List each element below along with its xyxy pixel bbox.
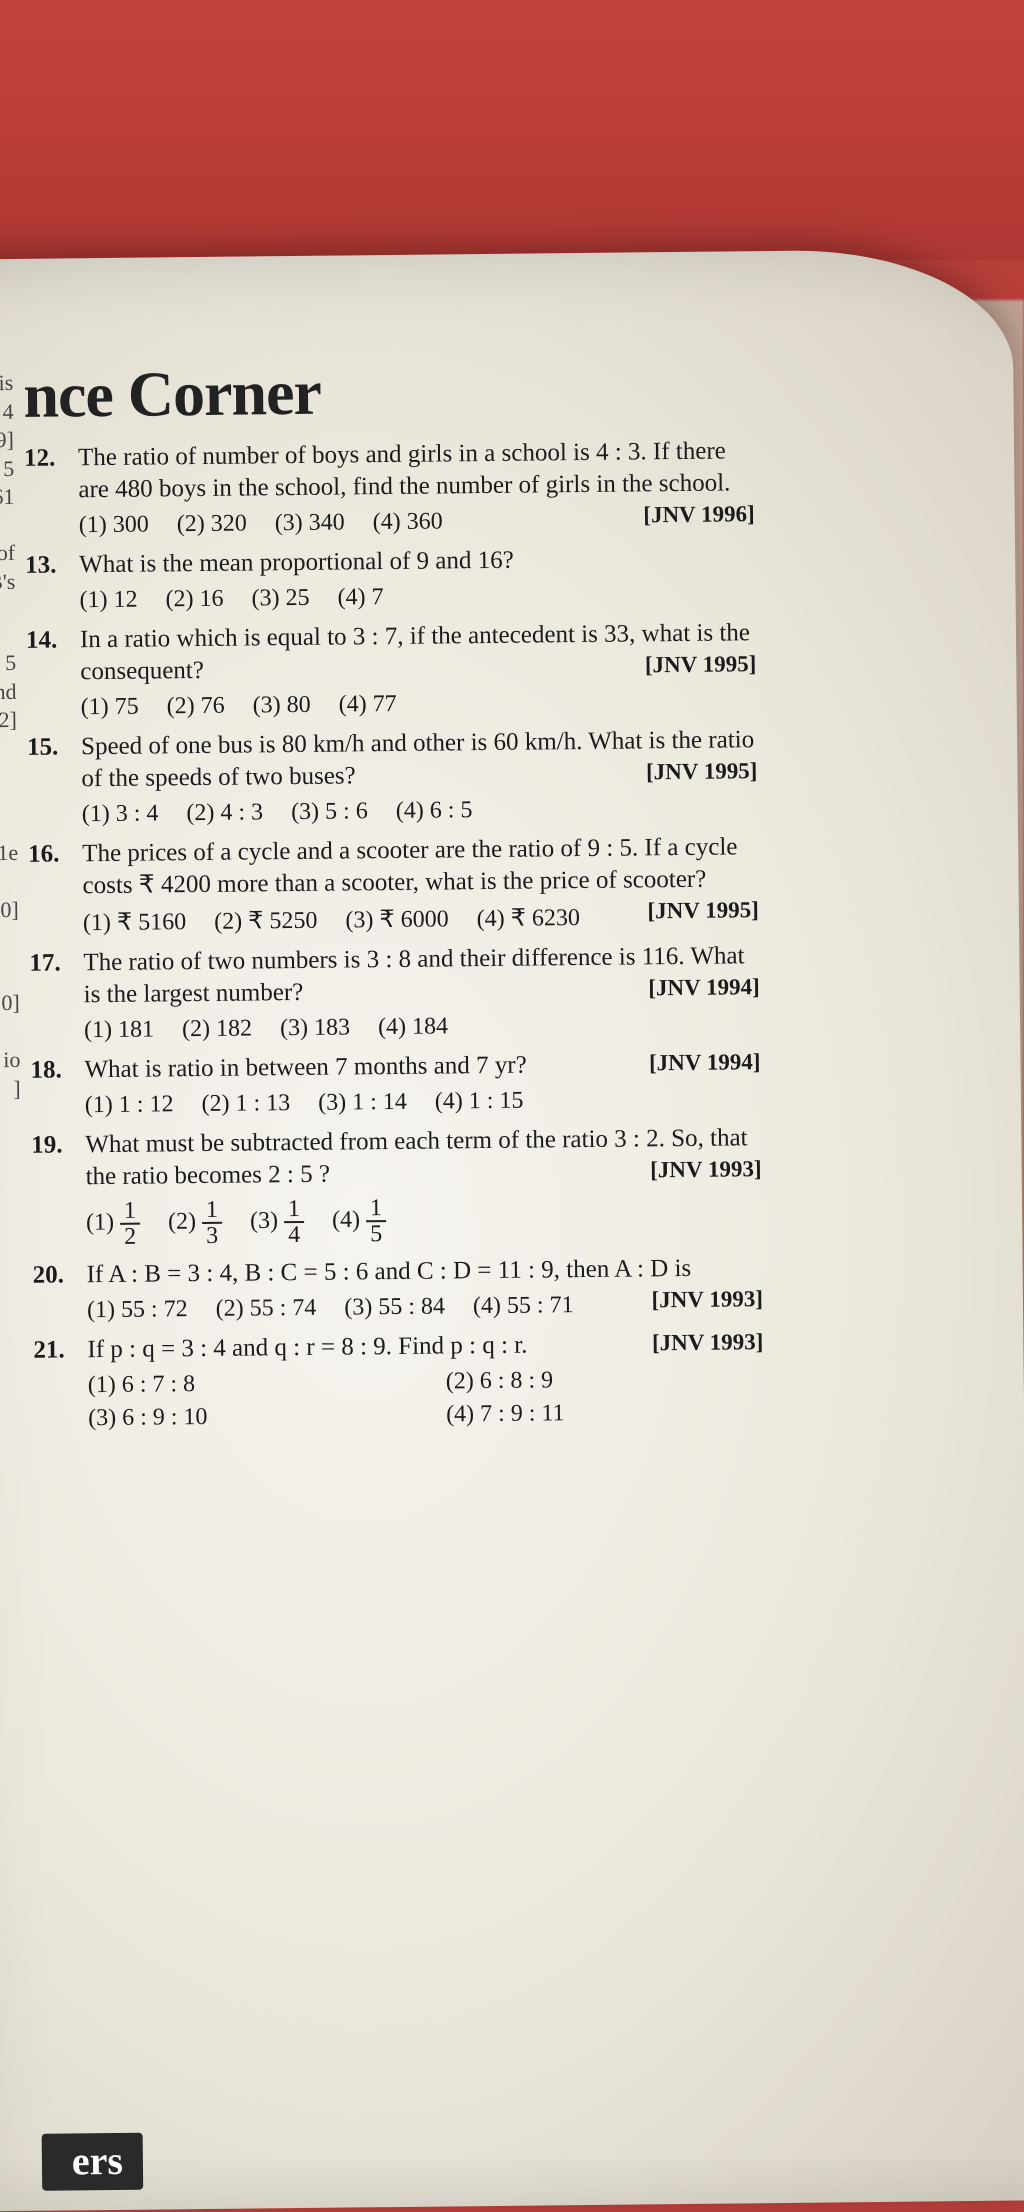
question: 17. The ratio of two numbers is 3 : 8 and… — [29, 940, 760, 1012]
question-text: The ratio of two numbers is 3 : 8 and th… — [83, 942, 744, 1008]
option: (4) 360 — [373, 508, 443, 536]
option: (4) 7 — [337, 584, 383, 611]
option: (2) 182 — [182, 1015, 252, 1043]
options-row: (1) 12 (2) 16 (3) 25 (4) 7 — [25, 580, 755, 615]
option: (3) 340 — [275, 509, 345, 537]
option: (2) ₹ 5250 — [214, 906, 318, 936]
question-text: What is ratio in between 7 months and 7 … — [84, 1052, 527, 1084]
question-number: 13. — [25, 550, 57, 582]
option: (1) 1 : 12 — [85, 1091, 174, 1119]
option: (4) 15 — [332, 1196, 387, 1247]
option: (1) ₹ 5160 — [83, 907, 187, 937]
option: (1) 6 : 7 : 8 — [88, 1369, 406, 1399]
question-number: 16. — [28, 838, 60, 870]
source-tag: [JNV 1993] — [652, 1327, 764, 1358]
option: (2) 16 — [165, 586, 223, 614]
option: (3) 6 : 9 : 10 — [88, 1402, 406, 1432]
option: (3) 80 — [253, 692, 311, 720]
margin-fragment: 0]io] — [0, 989, 21, 1104]
source-tag: [JNV 1993] — [651, 1284, 763, 1315]
question: 15.Speed of one bus is 80 km/h and other… — [27, 724, 758, 796]
option: (2) 1 : 13 — [201, 1090, 290, 1118]
options-row: (1) 300 (2) 320 (3) 340 (4) 360 — [25, 506, 636, 539]
option: (1) 181 — [84, 1017, 154, 1045]
question-number: 12. — [24, 443, 56, 475]
option: (3) 14 — [250, 1197, 305, 1248]
question-text: If p : q = 3 : 4 and q : r = 8 : 9. Find… — [87, 1332, 527, 1364]
footer-tab-ers: ers — [42, 2133, 144, 2191]
option: (3) ₹ 6000 — [345, 904, 449, 934]
question-number: 20. — [32, 1259, 64, 1291]
option: (1) 55 : 72 — [87, 1296, 188, 1324]
desk-surface — [0, 0, 1024, 260]
option: (4) 55 : 71 — [473, 1292, 574, 1320]
option: (3) 25 — [251, 585, 309, 613]
options-row: (1) ₹ 5160 (2) ₹ 5250 (3) ₹ 6000 (4) ₹ 6230 — [29, 902, 640, 937]
question: 14.In a ratio which is equal to 3 : 7, i… — [26, 617, 757, 689]
option: (2) 6 : 8 : 9 — [446, 1365, 764, 1395]
option: (4) 77 — [338, 691, 396, 719]
options-row: (1) 12 (2) 13 (3) 14 (4) 15 — [32, 1192, 762, 1250]
question-number: 18. — [30, 1054, 62, 1086]
question-text: The prices of a cycle and a scooter are … — [82, 833, 737, 899]
source-tag: [JNV 1996] — [643, 499, 755, 530]
option: (3) 1 : 14 — [318, 1089, 407, 1117]
question-text: What must be subtracted from each term o… — [85, 1124, 748, 1190]
option: (1) 75 — [81, 694, 139, 722]
question-number: 21. — [33, 1334, 65, 1366]
question: 12. The ratio of number of boys and girls… — [24, 435, 755, 507]
source-tag: [JNV 1994] — [649, 1047, 761, 1078]
option: (2) 4 : 3 — [186, 799, 263, 827]
question: 16. The prices of a cycle and a scooter a… — [28, 831, 759, 903]
margin-fragment: 5nd12] — [0, 649, 17, 736]
question-number: 19. — [31, 1129, 63, 1161]
option: (1) 300 — [79, 512, 149, 540]
option: (4) 184 — [378, 1013, 448, 1041]
option: (2) 13 — [168, 1198, 223, 1249]
source-tag: [JNV 1995] — [647, 895, 759, 926]
option: (1) 12 — [79, 587, 137, 615]
options-grid: (1) 6 : 7 : 8 (2) 6 : 8 : 9 (3) 6 : 9 : 10… — [34, 1365, 765, 1433]
option: (4) ₹ 6230 — [477, 903, 581, 933]
question: 18. What is ratio in between 7 months and… — [30, 1047, 760, 1087]
question: 13. What is the mean proportional of 9 an… — [25, 542, 755, 582]
question: 20. If A : B = 3 : 4, B : C = 5 : 6 and C… — [32, 1252, 762, 1292]
option: (4) 7 : 9 : 11 — [446, 1398, 764, 1428]
options-row: (1) 181 (2) 182 (3) 183 (4) 184 — [30, 1010, 760, 1045]
options-row: (1) 55 : 72 (2) 55 : 74 (3) 55 : 84 (4) 55 … — [33, 1291, 644, 1324]
question-text: The ratio of number of boys and girls in… — [78, 437, 731, 503]
option: (3) 55 : 84 — [344, 1293, 445, 1321]
question-number: 14. — [26, 625, 58, 657]
source-tag: [JNV 1995] — [645, 649, 757, 680]
option: (3) 5 : 6 — [291, 798, 368, 826]
options-row: (1) 1 : 12 (2) 1 : 13 (3) 1 : 14 (4) 1 : 15 — [31, 1085, 761, 1120]
margin-fragment: 1e0] — [0, 839, 19, 926]
source-tag: [JNV 1993] — [650, 1154, 762, 1185]
options-row: (1) 75 (2) 76 (3) 80 (4) 77 — [27, 687, 757, 722]
source-tag: [JNV 1995] — [646, 756, 758, 787]
margin-fragment: ofB's — [0, 539, 16, 597]
question-number: 15. — [27, 731, 59, 763]
section-heading: nce Corner — [23, 351, 754, 433]
option: (2) 76 — [167, 693, 225, 721]
question: 19. What must be subtracted from each ter… — [31, 1122, 762, 1194]
option: (1) 12 — [86, 1199, 141, 1250]
margin-fragment: 9 is3 : 4009]5861 — [0, 369, 15, 513]
questions-list: 12. The ratio of number of boys and girls… — [24, 435, 764, 1433]
question: 21. If p : q = 3 : 4 and q : r = 8 : 9. F… — [33, 1327, 763, 1367]
option: (4) 6 : 5 — [396, 797, 473, 825]
question-text: What is the mean proportional of 9 and 1… — [79, 547, 514, 579]
option: (4) 1 : 15 — [435, 1088, 524, 1116]
question-number: 17. — [29, 947, 61, 979]
options-row: (1) 3 : 4 (2) 4 : 3 (3) 5 : 6 (4) 6 : 5 — [28, 794, 758, 829]
book-page: nce Corner 9 is3 : 4009]5861 ofB's 5nd12] 1… — [0, 248, 1024, 2211]
option: (2) 55 : 74 — [216, 1295, 317, 1323]
question-text: If A : B = 3 : 4, B : C = 5 : 6 and C : … — [86, 1255, 691, 1288]
page-content: nce Corner 9 is3 : 4009]5861ofB's5nd12]1… — [23, 351, 764, 1437]
option: (1) 3 : 4 — [82, 800, 159, 828]
option: (3) 183 — [280, 1014, 350, 1042]
source-tag: [JNV 1994] — [648, 972, 760, 1003]
option: (2) 320 — [177, 511, 247, 539]
